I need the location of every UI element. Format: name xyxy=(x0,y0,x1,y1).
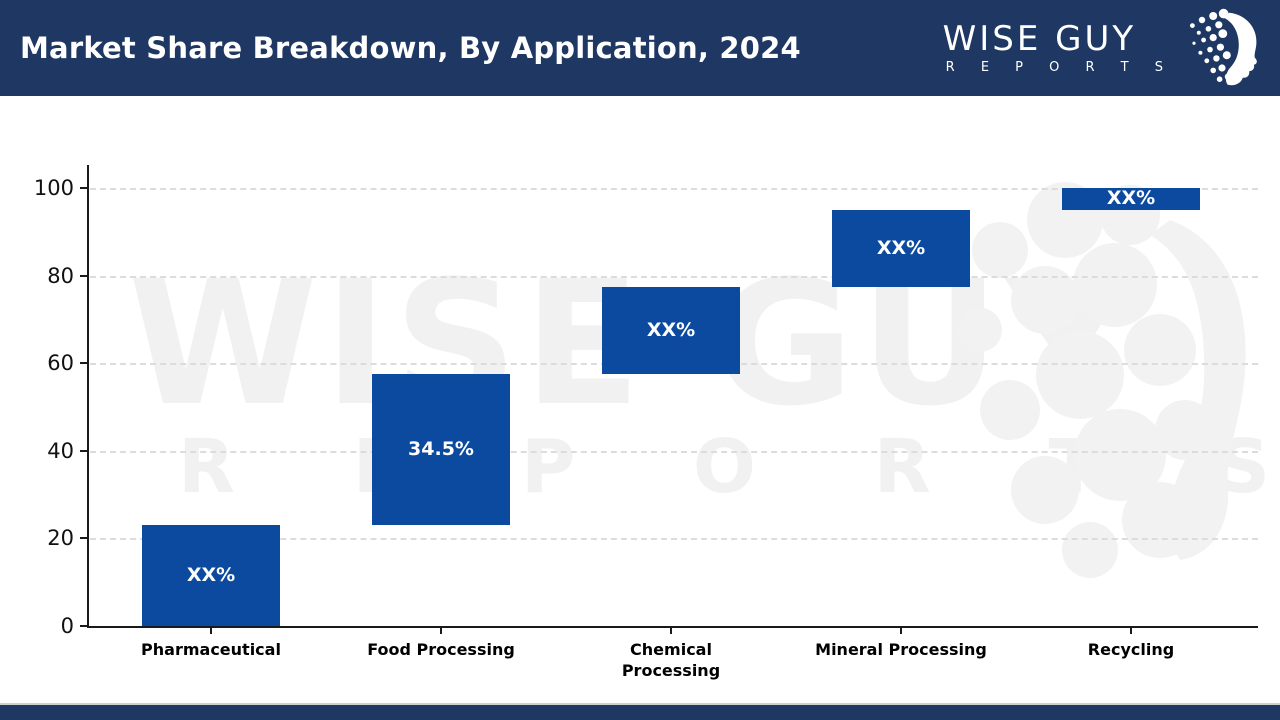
wise-guy-face-icon xyxy=(1190,8,1257,86)
y-tick-label-0: 0 xyxy=(60,614,74,638)
logo-wordmark: WISE GUY R E P O R T S xyxy=(943,22,1174,74)
gridline-20 xyxy=(90,538,1258,541)
x-tick-mark-chemical-processing xyxy=(670,628,672,634)
logo-wordmark-line2: R E P O R T S xyxy=(945,60,1174,75)
footer-band xyxy=(0,705,1280,720)
y-tick-label-100: 100 xyxy=(33,176,74,200)
bar-value-label: 34.5% xyxy=(408,438,474,461)
y-tick-label-80: 80 xyxy=(47,263,74,288)
gridline-100 xyxy=(90,188,1258,190)
plot-area: 0 20 40 60 80 100 XX% Pharmaceutical 34.5% Food P… xyxy=(0,96,1280,706)
y-axis-line xyxy=(87,165,89,628)
x-category-label-chemical-processing: Chemical Processing xyxy=(621,640,721,680)
y-tick-mark-20 xyxy=(80,537,88,540)
y-tick-label-40: 40 xyxy=(47,438,74,463)
y-tick-mark-80 xyxy=(80,274,88,277)
x-axis-line xyxy=(87,626,1258,628)
wise-guy-reports-logo: WISE GUY R E P O R T S xyxy=(943,5,1266,91)
x-category-label-recycling: Recycling xyxy=(1087,640,1175,659)
x-category-label-pharmaceutical: Pharmaceutical xyxy=(141,640,281,659)
y-tick-mark-0 xyxy=(80,625,88,627)
page-title: Market Share Breakdown, By Application, … xyxy=(20,31,801,65)
bar-value-label: XX% xyxy=(876,236,926,259)
bar-value-label: XX% xyxy=(646,318,696,341)
x-category-label-mineral-processing: Mineral Processing xyxy=(815,640,987,659)
x-tick-mark-food-processing xyxy=(440,628,442,634)
y-tick-label-60: 60 xyxy=(47,351,74,376)
y-tick-mark-40 xyxy=(80,449,88,452)
bar-value-label: XX% xyxy=(186,564,236,587)
bar-recycling: XX% xyxy=(1062,188,1200,210)
bar-mineral-processing: XX% xyxy=(832,209,970,287)
x-category-label-food-processing: Food Processing xyxy=(367,640,515,659)
y-tick-mark-100 xyxy=(80,187,88,189)
x-tick-mark-pharmaceutical xyxy=(210,628,212,634)
gridline-40 xyxy=(90,450,1258,453)
bar-chemical-processing: XX% xyxy=(602,286,740,375)
x-tick-mark-mineral-processing xyxy=(900,628,902,634)
header-band: Market Share Breakdown, By Application, … xyxy=(0,0,1280,96)
logo-wordmark-line1: WISE GUY xyxy=(942,19,1137,59)
y-tick-label-20: 20 xyxy=(47,526,74,551)
y-tick-mark-60 xyxy=(80,362,88,365)
bar-food-processing: 34.5% xyxy=(372,374,510,526)
bar-pharmaceutical: XX% xyxy=(142,525,280,626)
x-tick-mark-recycling xyxy=(1130,628,1132,634)
gridline-80 xyxy=(90,275,1258,278)
footer-divider xyxy=(0,703,1280,705)
bar-value-label: XX% xyxy=(1106,187,1156,210)
